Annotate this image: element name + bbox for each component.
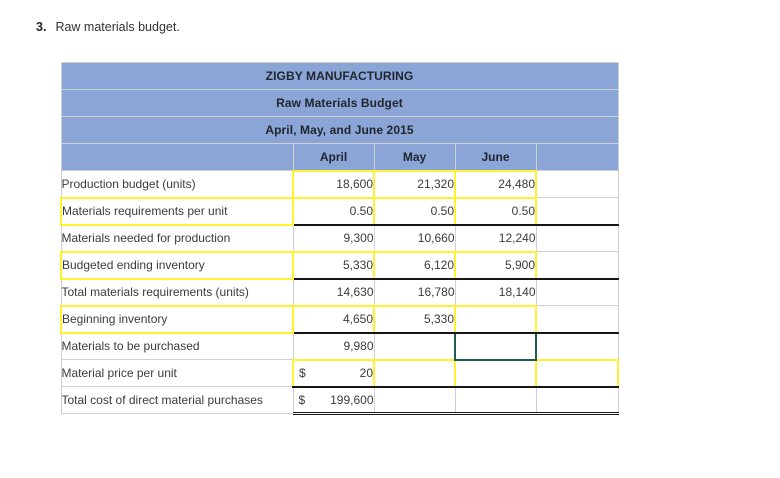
- table-row: Total cost of direct material purchases …: [60, 386, 619, 415]
- column-header-april: April: [292, 143, 375, 171]
- cell-material-price-per-unit-april[interactable]: $ 20: [292, 358, 375, 388]
- cell-materials-req-per-unit-may[interactable]: 0.50: [373, 196, 456, 226]
- cell-beginning-inventory-extra[interactable]: [535, 305, 619, 334]
- table-row: Production budget (units) 18,600 21,320 …: [60, 169, 619, 199]
- cell-total-cost-april[interactable]: $ 199,600: [292, 386, 375, 415]
- table-title-row-1: ZIGBY MANUFACTURING: [60, 62, 619, 90]
- row-label-materials-needed: Materials needed for production: [60, 224, 294, 252]
- cell-materials-needed-may[interactable]: 10,660: [373, 224, 456, 252]
- row-label-production-budget: Production budget (units): [60, 170, 294, 198]
- cell-materials-needed-june[interactable]: 12,240: [454, 224, 537, 252]
- table-title-row-3: April, May, and June 2015: [60, 116, 619, 144]
- cell-material-price-per-unit-may[interactable]: [373, 358, 456, 388]
- cell-total-materials-req-may[interactable]: 16,780: [373, 278, 456, 306]
- table-title-row-2: Raw Materials Budget: [60, 89, 619, 117]
- cell-beginning-inventory-may[interactable]: 5,330: [373, 304, 456, 334]
- currency-symbol: $: [299, 366, 306, 380]
- cell-production-budget-extra[interactable]: [535, 170, 619, 198]
- cell-budgeted-ending-inventory-extra[interactable]: [535, 251, 619, 280]
- column-header-blank-right: [535, 143, 619, 171]
- table-row: Materials needed for production 9,300 10…: [60, 224, 619, 252]
- budget-title: Raw Materials Budget: [60, 89, 619, 117]
- table-row: Beginning inventory 4,650 5,330: [60, 304, 619, 334]
- cell-materials-to-be-purchased-april[interactable]: 9,980: [292, 332, 375, 360]
- row-label-beginning-inventory[interactable]: Beginning inventory: [60, 304, 294, 334]
- cell-budgeted-ending-inventory-may[interactable]: 6,120: [373, 250, 456, 280]
- cell-total-cost-may[interactable]: [373, 386, 456, 415]
- cell-materials-needed-extra[interactable]: [535, 224, 619, 252]
- cell-production-budget-june[interactable]: 24,480: [454, 169, 537, 199]
- cell-total-materials-req-june[interactable]: 18,140: [454, 278, 537, 306]
- cell-material-price-per-unit-extra[interactable]: [535, 358, 619, 388]
- table-row: Materials to be purchased 9,980: [60, 331, 619, 361]
- cell-materials-req-per-unit-april[interactable]: 0.50: [292, 196, 375, 226]
- row-label-materials-req-per-unit[interactable]: Materials requirements per unit: [60, 196, 294, 226]
- cell-production-budget-april[interactable]: 18,600: [292, 169, 375, 199]
- row-label-material-price-per-unit: Material price per unit: [60, 359, 294, 387]
- cell-total-materials-req-extra[interactable]: [535, 278, 619, 306]
- cell-materials-to-be-purchased-may[interactable]: [373, 332, 456, 360]
- question-number: 3.: [36, 20, 47, 34]
- cell-beginning-inventory-april[interactable]: 4,650: [292, 304, 375, 334]
- column-header-june: June: [454, 143, 537, 171]
- cell-budgeted-ending-inventory-june[interactable]: 5,900: [454, 250, 537, 280]
- question-text: Raw materials budget.: [55, 20, 180, 34]
- question-line: 3. Raw materials budget.: [36, 20, 180, 34]
- row-label-materials-to-be-purchased: Materials to be purchased: [60, 332, 294, 360]
- cell-total-cost-extra[interactable]: [535, 386, 619, 415]
- cell-value: 199,600: [330, 392, 374, 407]
- row-label-budgeted-ending-inventory[interactable]: Budgeted ending inventory: [60, 250, 294, 280]
- raw-materials-budget-table: ZIGBY MANUFACTURING Raw Materials Budget…: [60, 62, 619, 415]
- cell-materials-needed-april[interactable]: 9,300: [292, 224, 375, 252]
- column-header-row: April May June: [60, 143, 619, 171]
- table-row: Total materials requirements (units) 14,…: [60, 278, 619, 306]
- raw-materials-budget-sheet: ZIGBY MANUFACTURING Raw Materials Budget…: [60, 62, 619, 415]
- table-row: Material price per unit $ 20: [60, 358, 619, 388]
- column-header-may: May: [373, 143, 456, 171]
- cell-beginning-inventory-june[interactable]: [454, 304, 537, 334]
- table-row: Budgeted ending inventory 5,330 6,120 5,…: [60, 250, 619, 280]
- company-title: ZIGBY MANUFACTURING: [60, 62, 619, 90]
- cell-total-materials-req-april[interactable]: 14,630: [292, 278, 375, 306]
- period-title: April, May, and June 2015: [60, 116, 619, 144]
- cell-materials-to-be-purchased-extra[interactable]: [535, 332, 619, 360]
- cell-production-budget-may[interactable]: 21,320: [373, 169, 456, 199]
- cell-materials-req-per-unit-june[interactable]: 0.50: [454, 196, 537, 226]
- column-header-blank-left: [60, 143, 294, 171]
- cell-material-price-per-unit-june[interactable]: [454, 358, 537, 388]
- cell-budgeted-ending-inventory-april[interactable]: 5,330: [292, 250, 375, 280]
- row-label-total-cost-direct-material: Total cost of direct material purchases: [60, 386, 294, 414]
- table-row: Materials requirements per unit 0.50 0.5…: [60, 196, 619, 226]
- cell-value: 20: [359, 366, 373, 380]
- currency-symbol: $: [298, 392, 306, 407]
- cell-materials-req-per-unit-extra[interactable]: [535, 197, 619, 226]
- row-label-total-materials-req: Total materials requirements (units): [60, 278, 294, 306]
- cell-materials-to-be-purchased-june[interactable]: [454, 331, 537, 361]
- cell-total-cost-june[interactable]: [454, 386, 537, 415]
